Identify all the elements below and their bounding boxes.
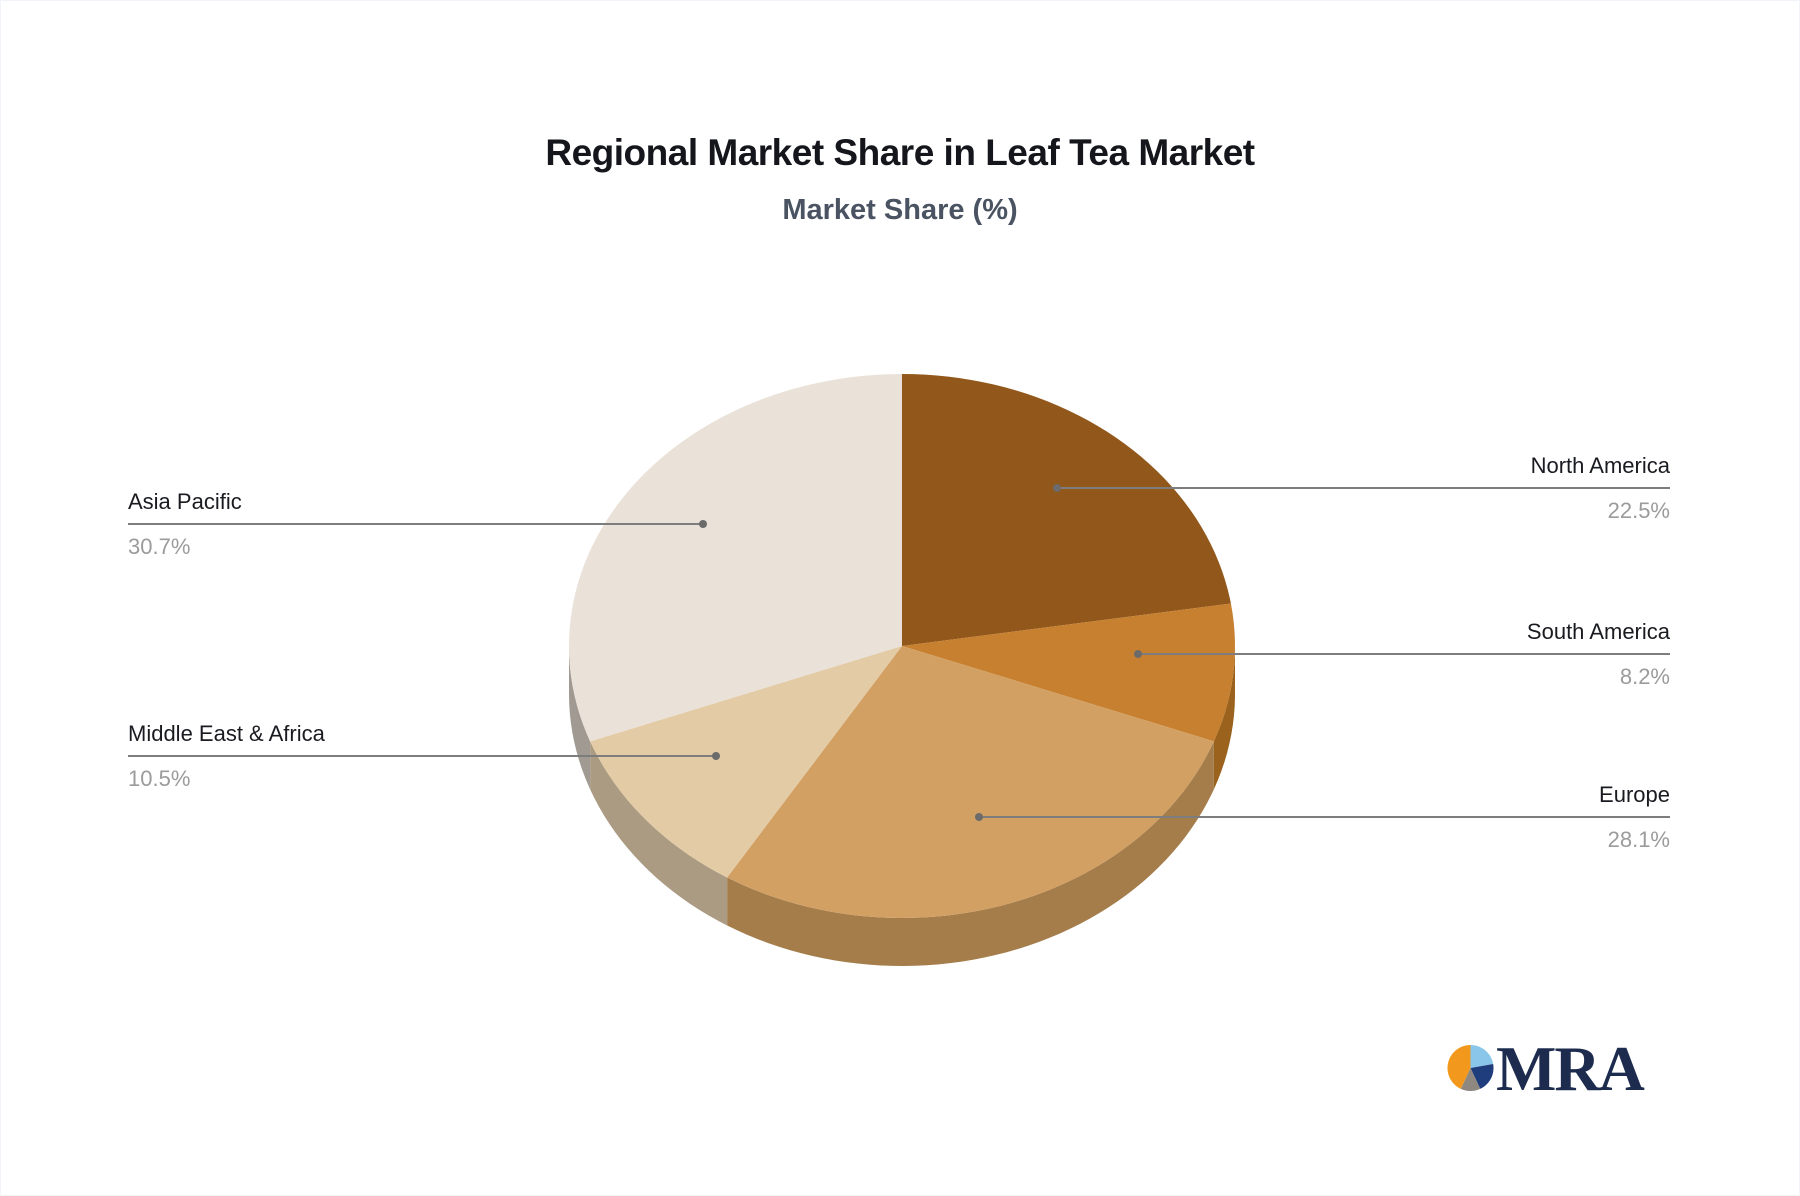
pie-slice-side-asia-pacific <box>569 646 591 790</box>
slice-label-south-america: South America <box>1526 619 1670 644</box>
slice-value-europe: 28.1% <box>1607 827 1670 852</box>
slice-label-middle-east-africa: Middle East & Africa <box>128 721 325 746</box>
chart-title: Regional Market Share in Leaf Tea Market <box>545 132 1255 173</box>
pie-slice-side-middle-east-africa <box>590 741 728 926</box>
pie-slice-side-south-america <box>1213 646 1235 790</box>
leader-dot-south-america <box>1134 650 1142 658</box>
leader-dot-europe <box>975 813 983 821</box>
logo-slice-orange <box>1447 1045 1471 1089</box>
pie-slice-south-america[interactable] <box>902 603 1235 742</box>
pie-slice-north-america[interactable] <box>902 374 1231 646</box>
logo-slice-navy <box>1470 1064 1494 1089</box>
mra-logo-text: MRA <box>1496 1033 1645 1104</box>
pie-slice-side-europe <box>727 741 1214 966</box>
slice-label-europe: Europe <box>1599 782 1670 807</box>
leader-dot-north-america <box>1053 484 1061 492</box>
pie-slice-europe[interactable] <box>727 646 1214 918</box>
mra-logo-graphic: MRA <box>1447 1033 1647 1104</box>
logo-slice-light-blue <box>1470 1045 1494 1068</box>
chart-subtitle: Market Share (%) <box>782 194 1018 226</box>
logo-slice-gray <box>1460 1068 1481 1091</box>
leader-dot-asia-pacific <box>699 520 707 528</box>
leader-dot-middle-east-africa <box>712 752 720 760</box>
slice-label-north-america: North America <box>1530 453 1670 478</box>
pie-logo-icon <box>1447 1045 1494 1091</box>
slice-value-south-america: 8.2% <box>1619 664 1670 689</box>
slice-value-north-america: 22.5% <box>1607 498 1670 523</box>
slice-value-middle-east-africa: 10.5% <box>128 766 191 791</box>
slice-label-asia-pacific: Asia Pacific <box>128 489 242 514</box>
mra-logo: MRA <box>1440 1030 1670 1114</box>
slice-value-asia-pacific: 30.7% <box>128 534 191 559</box>
pie-slice-asia-pacific[interactable] <box>569 374 902 742</box>
pie-slice-middle-east-africa[interactable] <box>590 646 902 878</box>
